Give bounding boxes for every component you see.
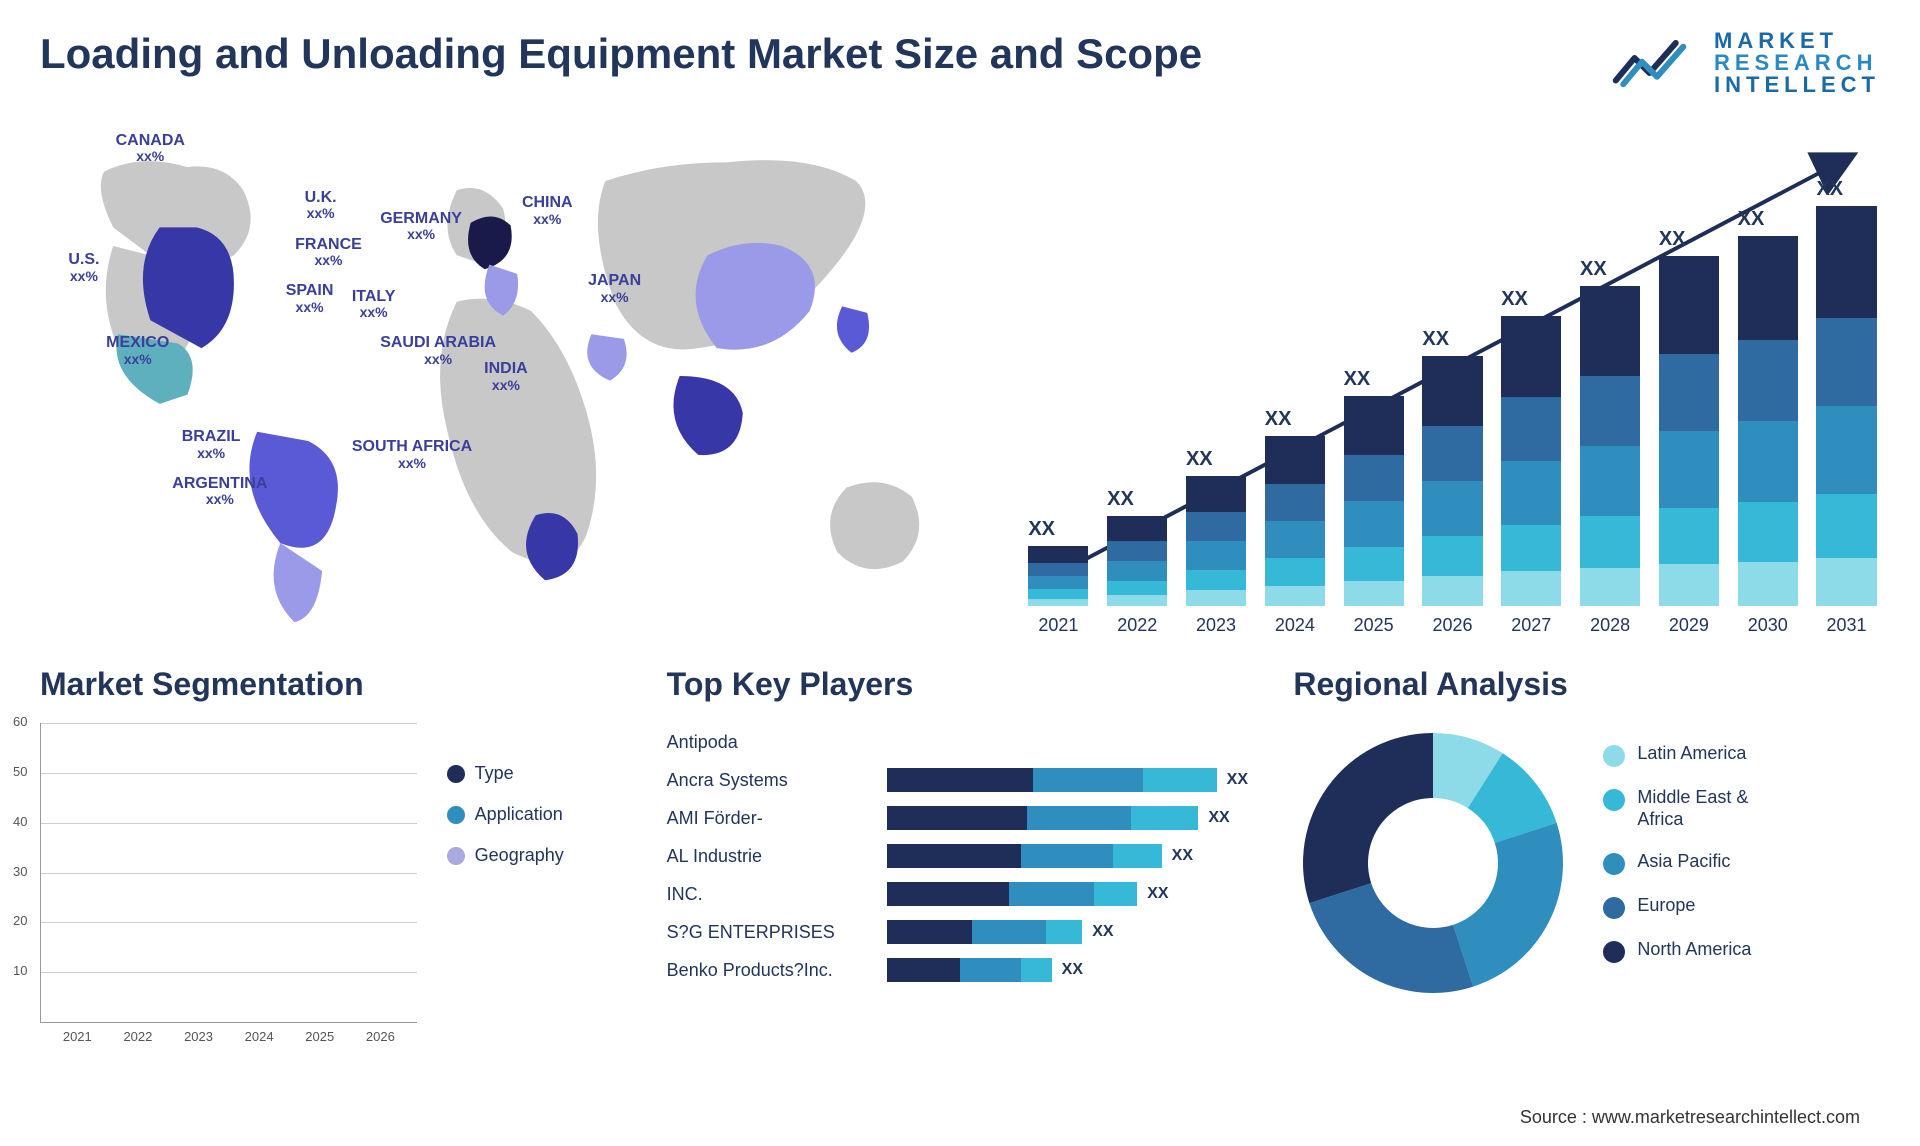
map-label: FRANCExx% [295,236,362,269]
regional-donut-chart [1293,723,1573,1003]
key-player-label: S?G ENTERPRISES [667,913,867,951]
map-label: ITALYxx% [352,288,396,321]
brand-block: MARKET RESEARCH INTELLECT [1612,30,1880,96]
map-label: INDIAxx% [484,360,528,393]
map-label: U.K.xx% [305,189,337,222]
brand-line-2: RESEARCH [1714,52,1880,74]
main-bar: XX [1025,546,1092,606]
map-label: MEXICOxx% [106,334,169,367]
map-label: GERMANYxx% [380,210,462,243]
legend-item: Type [447,763,627,784]
key-player-row: XX [887,913,1254,951]
brand-line-1: MARKET [1714,30,1880,52]
segmentation-panel: Market Segmentation 102030405060 2021202… [40,666,627,1023]
main-bar: XX [1261,436,1328,606]
page-title: Loading and Unloading Equipment Market S… [40,30,1202,78]
main-bar-year: 2028 [1577,615,1644,636]
main-bar: XX [1656,256,1723,606]
map-label: JAPANxx% [588,272,641,305]
map-label: ARGENTINAxx% [172,475,267,508]
main-bar-year: 2021 [1025,615,1092,636]
key-player-row: XX [887,799,1254,837]
map-label: CANADAxx% [116,132,185,165]
main-bar-year: 2023 [1183,615,1250,636]
key-players-panel: Top Key Players AntipodaAncra SystemsAMI… [667,666,1254,1023]
regional-panel: Regional Analysis Latin America Middle Ea… [1293,666,1880,1023]
regional-legend-item: Europe [1603,895,1880,919]
world-map: CANADAxx% U.S.xx% MEXICOxx% BRAZILxx% ARGENT… [40,116,985,636]
main-bar-year: 2027 [1498,615,1565,636]
regional-legend-item: Latin America [1603,743,1880,767]
map-label: BRAZILxx% [182,428,241,461]
main-bar-year: 2024 [1261,615,1328,636]
key-player-label: Benko Products?Inc. [667,951,867,989]
key-player-row: XX [887,761,1254,799]
main-bar: XX [1577,286,1644,606]
main-bar: XX [1498,316,1565,606]
map-label: SAUDI ARABIAxx% [380,334,496,367]
regional-legend-item: Middle East & Africa [1603,787,1880,830]
key-player-row: XX [887,837,1254,875]
key-player-label: INC. [667,875,867,913]
key-player-row: XX [887,951,1254,989]
map-label: SPAINxx% [286,282,334,315]
main-bar-year: 2029 [1656,615,1723,636]
map-label: CHINAxx% [522,194,573,227]
key-player-label: Antipoda [667,723,867,761]
main-bar-year: 2030 [1734,615,1801,636]
key-players-chart: XXXXXXXXXXXX [887,723,1254,989]
brand-line-3: INTELLECT [1714,74,1880,96]
key-players-labels: AntipodaAncra SystemsAMI Förder-AL Indus… [667,723,867,989]
key-player-label: Ancra Systems [667,761,867,799]
legend-item: Geography [447,845,627,866]
brand-logo-icon [1612,31,1702,96]
main-bar: XX [1813,206,1880,606]
regional-legend: Latin America Middle East & Africa Asia Pa… [1603,743,1880,982]
regional-title: Regional Analysis [1293,666,1880,703]
regional-legend-item: North America [1603,939,1880,963]
market-size-bar-chart: XXXXXXXXXXXXXXXXXXXXXX 20212022202320242… [1025,116,1880,636]
main-bar: XX [1419,356,1486,606]
segmentation-legend: Type Application Geography [447,723,627,1023]
regional-legend-item: Asia Pacific [1603,851,1880,875]
main-bar: XX [1104,516,1171,606]
key-player-label: AMI Förder- [667,799,867,837]
main-bar-year: 2026 [1419,615,1486,636]
main-bar-year: 2025 [1340,615,1407,636]
key-player-label: AL Industrie [667,837,867,875]
segmentation-title: Market Segmentation [40,666,627,703]
main-bar-year: 2022 [1104,615,1171,636]
legend-item: Application [447,804,627,825]
main-bar: XX [1183,476,1250,606]
source-text: Source : www.marketresearchintellect.com [1520,1107,1860,1128]
main-bar: XX [1734,236,1801,606]
key-player-row: XX [887,875,1254,913]
key-players-title: Top Key Players [667,666,1254,703]
segmentation-chart: 102030405060 202120222023202420252026 [40,723,417,1023]
map-label: U.S.xx% [68,251,99,284]
main-bar-year: 2031 [1813,615,1880,636]
map-label: SOUTH AFRICAxx% [352,438,472,471]
main-bar: XX [1340,396,1407,606]
